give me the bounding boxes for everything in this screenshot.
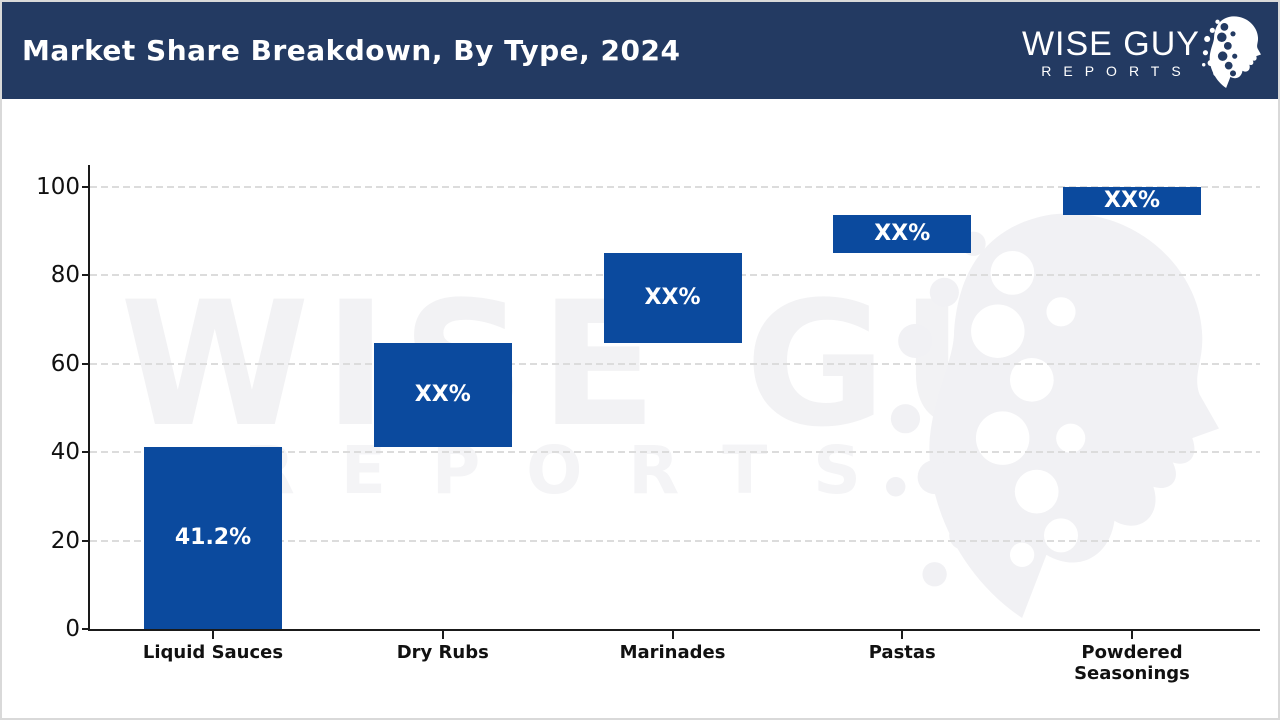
gridline-20: [90, 539, 1260, 542]
header-bar: Market Share Breakdown, By Type, 2024 WI…: [2, 2, 1278, 99]
bar-value-label: XX%: [644, 285, 701, 311]
bar-value-label: XX%: [1104, 187, 1160, 213]
x-tick-mark: [212, 631, 214, 639]
bar-dry-rubs: [373, 343, 512, 447]
y-tick-mark: [82, 628, 90, 630]
x-category-label: Marinades: [619, 642, 726, 663]
brand-logo-text: WISE GUY REPORTS: [1022, 27, 1200, 78]
x-category-label: Liquid Sauces: [142, 642, 284, 663]
bar-powdered-seasonings: [1063, 187, 1201, 215]
bar-value-label: XX%: [874, 220, 931, 246]
y-tick-label: 100: [36, 174, 80, 200]
y-tick-label: 40: [50, 439, 80, 466]
page-title: Market Share Breakdown, By Type, 2024: [22, 34, 681, 67]
bar-liquid-sauces: [144, 446, 282, 629]
y-tick-mark: [82, 451, 90, 454]
gridline-60: [90, 362, 1260, 365]
gridline-100: [90, 186, 1260, 188]
bar-pastas: [833, 214, 972, 253]
gridline-40: [90, 451, 1260, 454]
y-tick-mark: [82, 186, 90, 188]
x-tick-mark: [901, 631, 904, 639]
y-tick-label: 60: [50, 350, 80, 377]
x-category-label: Pastas: [868, 642, 936, 663]
y-tick-mark: [82, 274, 90, 277]
brand-subtitle: REPORTS: [1041, 63, 1193, 79]
y-tick-mark: [82, 539, 90, 542]
bar-value-label: XX%: [414, 382, 471, 408]
x-tick-mark: [441, 631, 444, 639]
watermark-text-line2: REPORTS: [244, 432, 907, 509]
x-axis: [88, 629, 1260, 631]
x-category-label: Dry Rubs: [396, 642, 489, 663]
y-axis: [88, 165, 90, 631]
y-tick-mark: [82, 362, 90, 365]
x-category-label: Powdered Seasonings: [1074, 642, 1190, 684]
x-tick-mark: [1131, 631, 1133, 639]
brand-name: WISE GUY: [1021, 25, 1200, 63]
brand-logo: WISE GUY REPORTS: [1022, 12, 1264, 90]
brand-head-icon: [1202, 15, 1261, 88]
y-tick-label: 20: [50, 527, 80, 554]
bar-marinades: [603, 252, 742, 344]
y-tick-label: 80: [50, 262, 80, 289]
y-tick-label: 0: [65, 616, 80, 642]
x-tick-mark: [671, 631, 674, 639]
bar-value-label: 41.2%: [174, 524, 252, 550]
